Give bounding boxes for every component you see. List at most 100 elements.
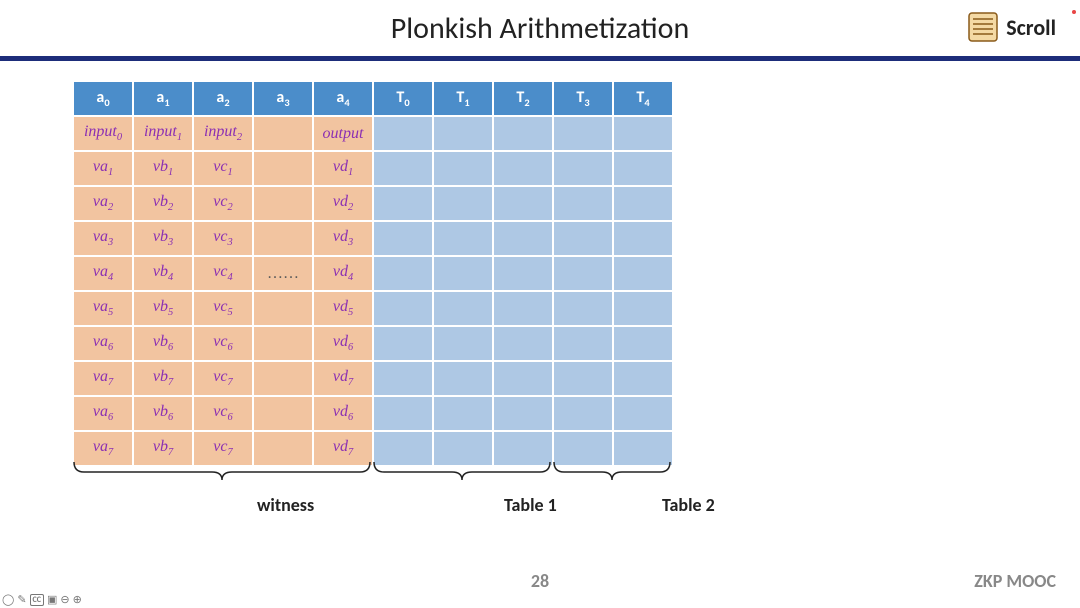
table-cell <box>374 327 432 360</box>
table-cell <box>494 257 552 290</box>
table-cell <box>554 257 612 290</box>
table-cell <box>494 292 552 325</box>
table-cell <box>374 397 432 430</box>
footer-credit: ZKP MOOC <box>974 570 1056 592</box>
cc-icon[interactable]: CC <box>30 594 44 606</box>
table-cell: vc6 <box>194 397 252 430</box>
table-cell <box>434 362 492 395</box>
group-label: witness <box>257 494 314 516</box>
table-cell <box>614 327 672 360</box>
table-cell <box>554 117 612 150</box>
table-cell: vc7 <box>194 362 252 395</box>
table-cell <box>374 187 432 220</box>
table-cell: va7 <box>74 362 132 395</box>
table-cell: va5 <box>74 292 132 325</box>
table-cell <box>554 152 612 185</box>
pen-icon[interactable]: ✎ <box>17 593 26 606</box>
table-cell: vd4 <box>314 257 372 290</box>
table-cell <box>494 152 552 185</box>
table-cell <box>374 257 432 290</box>
table-cell <box>494 222 552 255</box>
table-cell: vb2 <box>134 187 192 220</box>
table-cell <box>614 187 672 220</box>
logo-text: Scroll <box>1006 14 1056 41</box>
table-cell <box>494 362 552 395</box>
table-cell <box>614 222 672 255</box>
table-cell: va6 <box>74 397 132 430</box>
group-label: Table 1 <box>504 494 557 516</box>
table-cell: vd7 <box>314 362 372 395</box>
table-cell <box>254 362 312 395</box>
table-cell: vc1 <box>194 152 252 185</box>
table-cell: input1 <box>134 117 192 150</box>
table-cell <box>614 362 672 395</box>
arithmetization-table: a0a1a2a3a4T0T1T2T3T4input0input1input2ou… <box>72 80 674 467</box>
table-cell <box>554 397 612 430</box>
table-cell: vd6 <box>314 327 372 360</box>
plus-icon[interactable]: ⊕ <box>73 593 82 606</box>
table-cell <box>554 187 612 220</box>
table-cell: vb1 <box>134 152 192 185</box>
table-cell: output <box>314 117 372 150</box>
minus-icon[interactable]: ⊖ <box>60 593 69 606</box>
table-cell: vb7 <box>134 362 192 395</box>
grid-icon[interactable]: ▣ <box>47 593 57 606</box>
col-header: a0 <box>74 82 132 115</box>
table-cell <box>374 292 432 325</box>
table-cell: vc4 <box>194 257 252 290</box>
col-header: T4 <box>614 82 672 115</box>
table-cell <box>494 187 552 220</box>
col-header: a3 <box>254 82 312 115</box>
col-header: a4 <box>314 82 372 115</box>
group-label: Table 2 <box>662 494 715 516</box>
col-header: a2 <box>194 82 252 115</box>
table-cell <box>434 152 492 185</box>
table-cell: vb3 <box>134 222 192 255</box>
table-cell <box>434 222 492 255</box>
table-cell <box>254 117 312 150</box>
title-bar: Plonkish Arithmetization <box>0 0 1080 56</box>
table-cell <box>614 257 672 290</box>
table-container: a0a1a2a3a4T0T1T2T3T4input0input1input2ou… <box>72 80 674 467</box>
logo: Scroll <box>966 10 1056 44</box>
table-cell <box>614 292 672 325</box>
col-header: T3 <box>554 82 612 115</box>
table-cell: vc6 <box>194 327 252 360</box>
table-cell <box>434 257 492 290</box>
table-cell: va3 <box>74 222 132 255</box>
back-icon[interactable]: ◯ <box>2 593 14 606</box>
table-cell <box>494 117 552 150</box>
col-header: T1 <box>434 82 492 115</box>
table-cell: vb5 <box>134 292 192 325</box>
table-cell: vd3 <box>314 222 372 255</box>
title-underline <box>0 56 1080 61</box>
table-cell <box>554 292 612 325</box>
table-cell: vd6 <box>314 397 372 430</box>
table-cell <box>374 222 432 255</box>
table-cell: vb4 <box>134 257 192 290</box>
col-header: a1 <box>134 82 192 115</box>
page-title: Plonkish Arithmetization <box>391 10 689 47</box>
table-cell <box>434 397 492 430</box>
table-cell <box>614 117 672 150</box>
table-cell <box>554 362 612 395</box>
table-cell: vd2 <box>314 187 372 220</box>
table-cell <box>254 327 312 360</box>
table-cell: …… <box>254 257 312 290</box>
table-cell <box>374 152 432 185</box>
table-cell: vb6 <box>134 397 192 430</box>
table-cell <box>254 187 312 220</box>
table-cell <box>554 222 612 255</box>
col-header: T0 <box>374 82 432 115</box>
table-cell <box>434 187 492 220</box>
table-cell <box>614 397 672 430</box>
table-cell: va4 <box>74 257 132 290</box>
table-cell <box>374 117 432 150</box>
table-cell <box>254 152 312 185</box>
table-cell: vc2 <box>194 187 252 220</box>
table-cell <box>494 327 552 360</box>
table-cell: vc5 <box>194 292 252 325</box>
table-cell <box>254 397 312 430</box>
table-cell: vc3 <box>194 222 252 255</box>
table-cell: va6 <box>74 327 132 360</box>
